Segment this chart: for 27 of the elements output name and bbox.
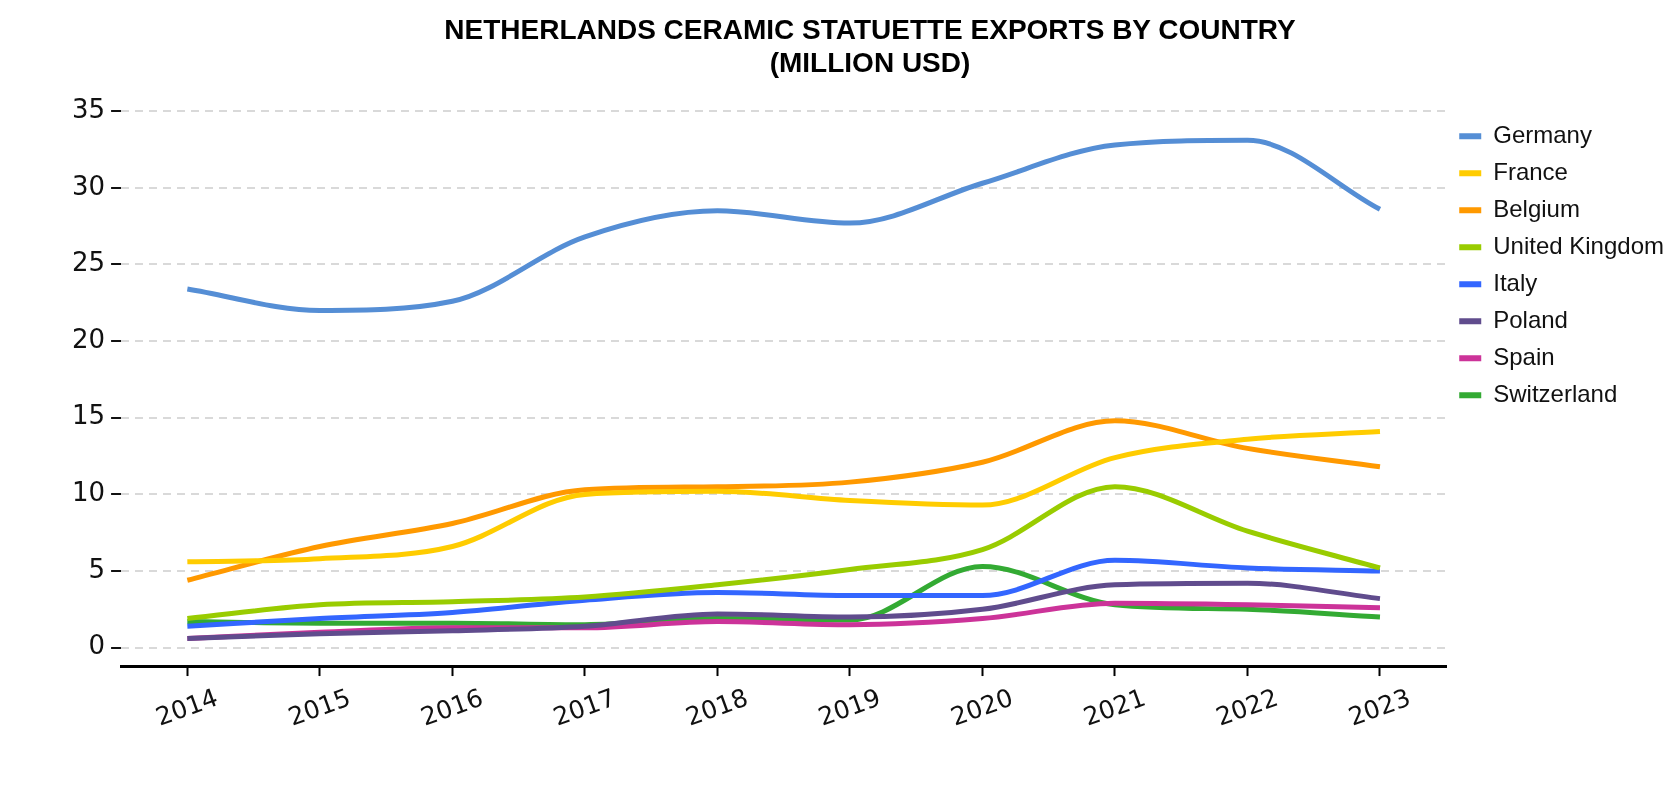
y-tick-label: 10: [71, 477, 106, 508]
legend-label: Germany: [1493, 120, 1592, 148]
x-tick-label: 2018: [681, 682, 752, 732]
chart-title: NETHERLANDS CERAMIC STATUETTE EXPORTS BY COUNTRY (MILLION USD): [444, 13, 1297, 79]
y-tick-label: 5: [88, 553, 106, 584]
x-tick-label: 2017: [549, 682, 620, 732]
y-tick-label: 30: [71, 170, 106, 201]
legend-label: United Kingdom: [1493, 231, 1664, 259]
x-tick-label: 2019: [814, 682, 885, 732]
y-tick-label: 0: [88, 630, 106, 661]
x-tick-label: 2022: [1212, 682, 1282, 732]
x-tick-label: 2023: [1344, 682, 1415, 732]
x-tick-label: 2016: [416, 682, 487, 732]
x-tick-label: 2015: [284, 682, 355, 732]
legend-label: Spain: [1493, 342, 1555, 370]
x-tick-label: 2020: [947, 682, 1017, 732]
legend-label: Belgium: [1493, 194, 1580, 222]
legend-label: Poland: [1493, 305, 1568, 333]
legend-label: Switzerland: [1493, 379, 1618, 407]
legend-label: France: [1493, 157, 1568, 185]
y-tick-label: 35: [71, 93, 106, 124]
y-tick-label: 20: [71, 323, 106, 354]
legend-label: Italy: [1493, 268, 1538, 296]
x-tick-label: 2021: [1079, 682, 1150, 732]
x-tick-label: 2014: [151, 682, 222, 732]
y-tick-label: 15: [71, 400, 106, 431]
y-tick-label: 25: [71, 247, 106, 278]
